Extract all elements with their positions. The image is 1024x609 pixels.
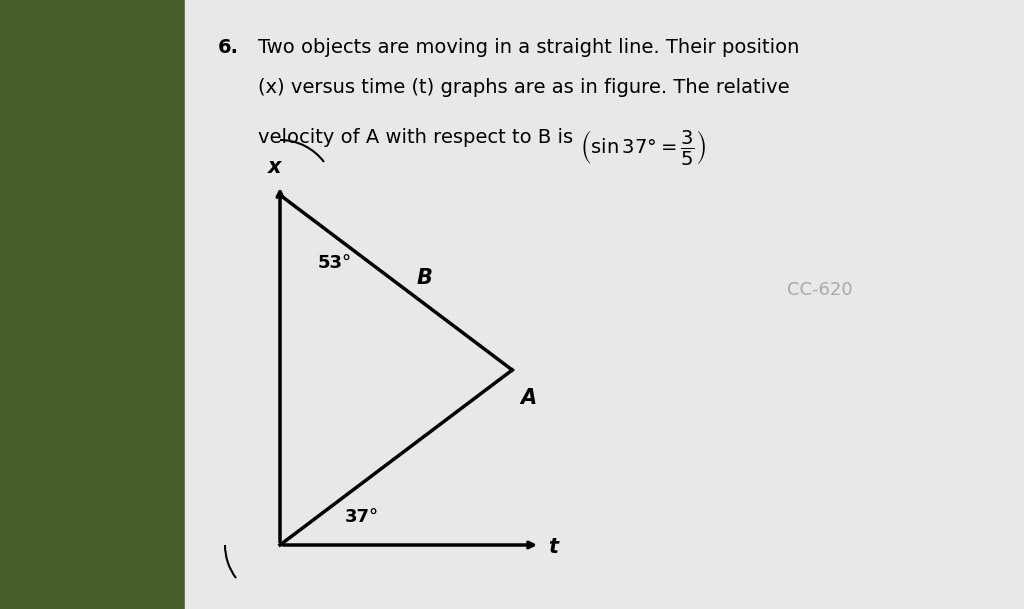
Text: t: t xyxy=(548,537,558,557)
Text: x: x xyxy=(268,157,282,177)
Text: 6.: 6. xyxy=(218,38,239,57)
Text: Two objects are moving in a straight line. Their position: Two objects are moving in a straight lin… xyxy=(258,38,800,57)
Text: 53°: 53° xyxy=(318,254,352,272)
Text: A: A xyxy=(520,388,537,408)
Text: CC-620: CC-620 xyxy=(787,281,853,299)
Text: B: B xyxy=(416,267,432,287)
Text: (x) versus time (t) graphs are as in figure. The relative: (x) versus time (t) graphs are as in fig… xyxy=(258,78,790,97)
Text: velocity of A with respect to B is: velocity of A with respect to B is xyxy=(258,128,573,147)
Text: $\left(\sin 37°= \dfrac{3}{5}\right)$: $\left(\sin 37°= \dfrac{3}{5}\right)$ xyxy=(580,128,706,167)
Bar xyxy=(0,0,185,609)
Text: 37°: 37° xyxy=(345,508,379,526)
Bar xyxy=(185,0,1024,609)
